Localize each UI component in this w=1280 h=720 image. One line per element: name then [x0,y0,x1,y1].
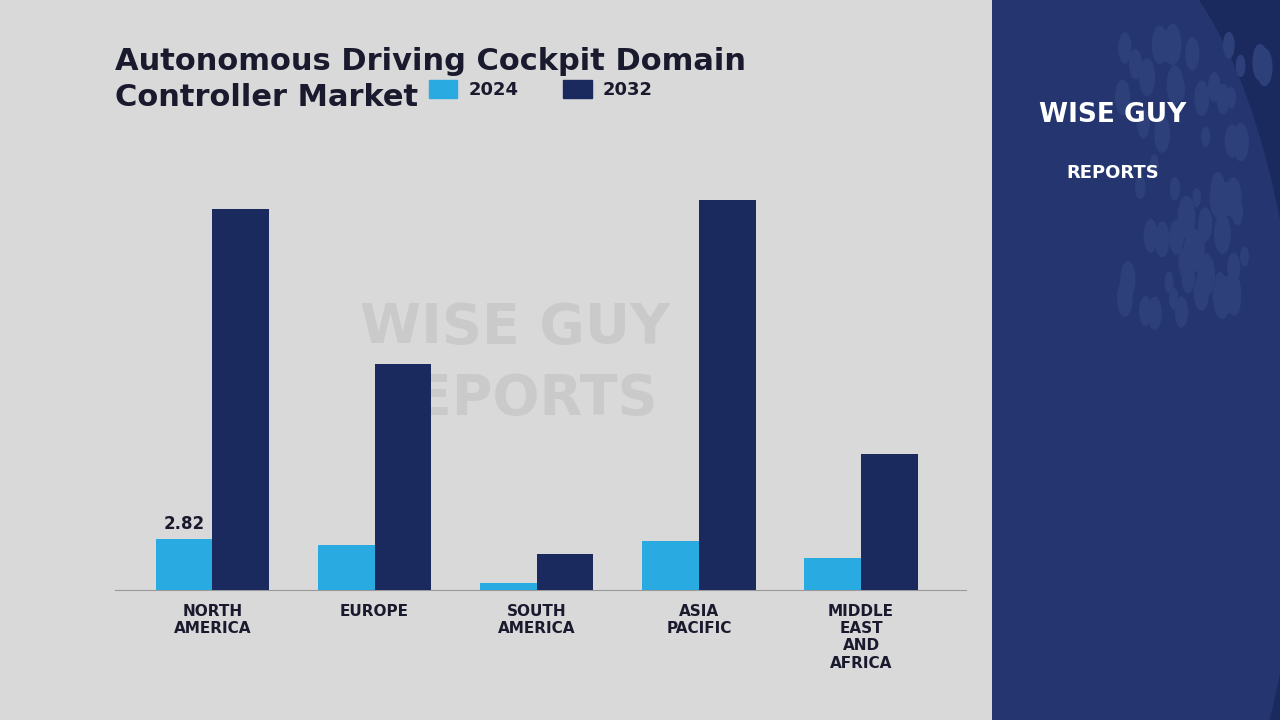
Circle shape [1229,285,1240,315]
Bar [156,539,212,590]
Circle shape [1188,230,1204,271]
Circle shape [1213,276,1230,318]
Circle shape [1217,84,1229,114]
Circle shape [886,0,1280,720]
Circle shape [1181,262,1194,293]
Circle shape [1117,280,1132,316]
Circle shape [1170,178,1179,200]
Circle shape [1216,273,1225,295]
Text: 2.82: 2.82 [164,515,205,533]
Circle shape [1139,297,1151,325]
Circle shape [1178,197,1194,238]
Bar [536,554,594,590]
Circle shape [1194,275,1208,310]
Circle shape [1119,33,1130,63]
Circle shape [1167,66,1183,104]
Circle shape [1156,222,1169,256]
Bar [317,545,375,590]
Circle shape [1228,253,1239,283]
Circle shape [1176,78,1184,100]
Circle shape [1179,248,1190,276]
Text: REPORTS: REPORTS [1066,163,1160,181]
Circle shape [1253,45,1267,80]
Circle shape [1234,124,1248,161]
Circle shape [1202,127,1210,147]
Circle shape [1240,247,1248,266]
Circle shape [1257,49,1272,86]
Circle shape [1144,220,1157,252]
Circle shape [1116,80,1129,114]
Circle shape [1139,59,1155,96]
Circle shape [1198,254,1215,295]
Bar [480,583,536,590]
Circle shape [1155,116,1170,152]
Circle shape [1135,176,1144,199]
Circle shape [1170,220,1183,254]
Circle shape [1224,272,1240,313]
Circle shape [1219,183,1231,216]
Circle shape [1165,24,1180,65]
Circle shape [1233,200,1243,225]
Circle shape [1198,228,1206,246]
Bar [861,454,918,590]
Circle shape [1185,38,1198,70]
Circle shape [1211,179,1226,217]
Circle shape [1196,81,1208,115]
Circle shape [1215,215,1230,253]
Circle shape [1228,87,1235,108]
Circle shape [1225,125,1238,157]
Bar [804,558,861,590]
Circle shape [1208,73,1220,102]
Circle shape [1121,262,1135,297]
Circle shape [1175,297,1188,327]
Bar [375,364,431,590]
Circle shape [1152,26,1167,63]
Text: Autonomous Driving Cockpit Domain
Controller Market: Autonomous Driving Cockpit Domain Contro… [115,47,746,112]
Circle shape [1224,32,1234,58]
Circle shape [1199,274,1207,294]
Circle shape [1225,178,1240,217]
Text: WISE GUY: WISE GUY [1039,102,1187,128]
Legend: 2024, 2032: 2024, 2032 [421,73,660,107]
Circle shape [1170,289,1178,309]
Circle shape [1184,234,1196,260]
Circle shape [1151,155,1158,174]
Circle shape [1220,182,1230,207]
Circle shape [1162,37,1172,62]
Bar [212,210,269,590]
Circle shape [1148,297,1161,329]
Circle shape [1236,55,1244,76]
Circle shape [1130,50,1142,78]
Circle shape [1165,272,1172,292]
Circle shape [1193,189,1201,207]
Circle shape [1138,109,1149,138]
Bar [699,200,755,590]
Circle shape [1199,208,1212,240]
Text: WISE GUY
REPORTS: WISE GUY REPORTS [360,301,671,426]
Bar [643,541,699,590]
Circle shape [1211,172,1224,204]
